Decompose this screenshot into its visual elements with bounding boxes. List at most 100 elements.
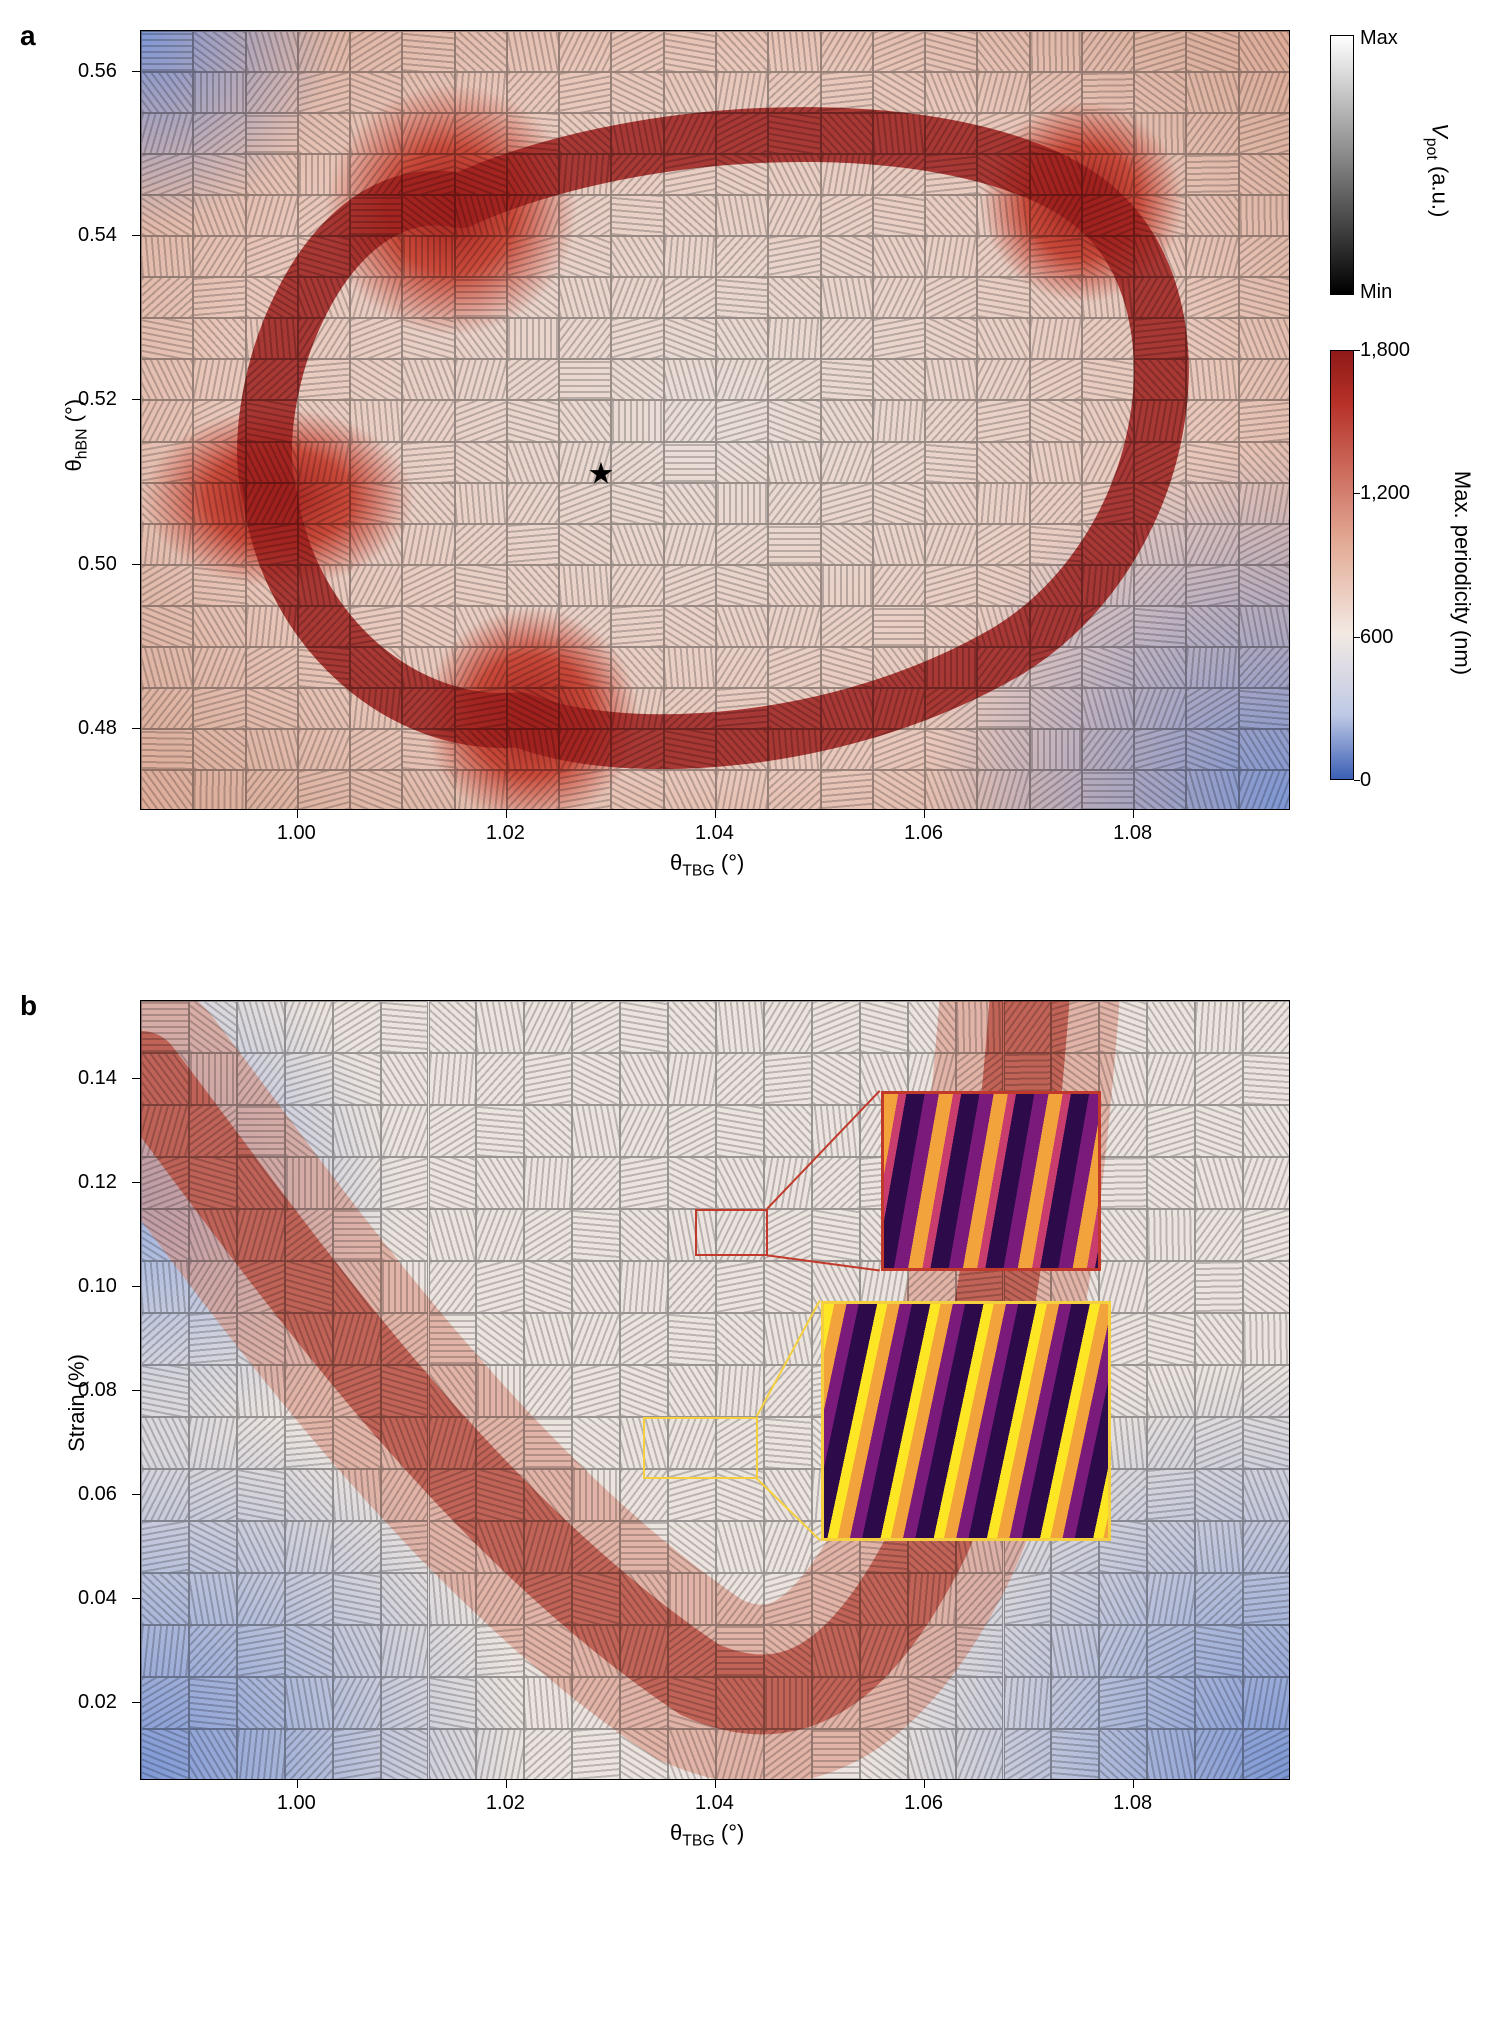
grid-cell	[381, 1677, 429, 1729]
grid-cell	[716, 236, 768, 277]
grid-cell	[1195, 1053, 1243, 1105]
grid-cell	[1099, 1053, 1147, 1105]
grid-cell	[381, 1261, 429, 1313]
grid-cell	[476, 1313, 524, 1365]
grid-cell	[716, 72, 768, 113]
grid-cell	[402, 729, 454, 770]
grid-cell	[189, 1105, 237, 1157]
grid-cell	[1134, 277, 1186, 318]
grid-cell	[507, 524, 559, 565]
grid-cell	[524, 1521, 572, 1573]
grid-cell	[977, 729, 1029, 770]
grid-cell	[925, 524, 977, 565]
grid-cell	[1195, 1469, 1243, 1521]
grid-cell	[925, 770, 977, 810]
grid-cell	[716, 1105, 764, 1157]
grid-cell	[1147, 1053, 1195, 1105]
grid-cell	[1134, 565, 1186, 606]
grid-cell	[193, 647, 245, 688]
grid-cell	[620, 1677, 668, 1729]
grid-cell	[246, 154, 298, 195]
grid-cell	[141, 31, 193, 72]
grid-cell	[524, 1729, 572, 1780]
grid-cell	[381, 1105, 429, 1157]
grid-cell	[1147, 1261, 1195, 1313]
grid-cell	[956, 1573, 1004, 1625]
grid-cell	[381, 1573, 429, 1625]
grid-cell	[925, 483, 977, 524]
grid-cell	[298, 277, 350, 318]
grid-cell	[524, 1573, 572, 1625]
grid-cell	[559, 154, 611, 195]
grid-cell	[507, 400, 559, 441]
grid-cell	[1004, 1625, 1052, 1677]
grid-cell	[668, 1053, 716, 1105]
grid-cell	[350, 483, 402, 524]
grid-cell	[1082, 524, 1134, 565]
grid-cell	[620, 1625, 668, 1677]
grid-cell	[925, 31, 977, 72]
panel-a-plot: ★	[140, 30, 1290, 810]
ytick-label: 0.56	[78, 60, 90, 83]
figure-root: a ★ θhBN (°) θTBG (°) Max Min Vpot (a.	[20, 20, 1481, 1920]
grid-cell	[402, 647, 454, 688]
inset-yellow-image	[824, 1304, 1108, 1538]
grid-cell	[764, 1365, 812, 1417]
grid-cell	[668, 1573, 716, 1625]
grid-cell	[768, 483, 820, 524]
grid-cell	[716, 1573, 764, 1625]
grid-cell	[768, 524, 820, 565]
grid-cell	[873, 729, 925, 770]
grid-cell	[246, 606, 298, 647]
grid-cell	[1239, 113, 1290, 154]
grid-cell	[507, 729, 559, 770]
grid-cell	[768, 277, 820, 318]
grid-cell	[620, 1573, 668, 1625]
grid-cell	[821, 318, 873, 359]
grid-cell	[611, 688, 663, 729]
grid-cell	[821, 31, 873, 72]
grid-cell	[860, 1729, 908, 1780]
grid-cell	[1134, 606, 1186, 647]
grid-cell	[333, 1365, 381, 1417]
grid-cell	[1147, 1625, 1195, 1677]
grid-cell	[1082, 236, 1134, 277]
grid-cell	[925, 400, 977, 441]
grid-cell	[768, 770, 820, 810]
grid-cell	[350, 318, 402, 359]
grid-cell	[821, 154, 873, 195]
grid-cell	[285, 1313, 333, 1365]
grid-cell	[1239, 195, 1290, 236]
grid-cell	[821, 359, 873, 400]
grid-cell	[350, 31, 402, 72]
grid-cell	[873, 195, 925, 236]
grid-cell	[716, 688, 768, 729]
grid-cell	[1186, 483, 1238, 524]
grid-cell	[716, 400, 768, 441]
grid-cell	[1243, 1105, 1290, 1157]
grid-cell	[141, 442, 193, 483]
panel-a: a ★ θhBN (°) θTBG (°) Max Min Vpot (a.	[20, 20, 1481, 950]
grid-cell	[620, 1365, 668, 1417]
grid-cell	[1195, 1157, 1243, 1209]
periodicity-tick: 600	[1360, 626, 1393, 649]
grid-cell	[455, 195, 507, 236]
grid-cell	[298, 31, 350, 72]
grid-cell	[821, 72, 873, 113]
grid-cell	[1030, 236, 1082, 277]
grid-cell	[821, 442, 873, 483]
grid-cell	[620, 1105, 668, 1157]
panel-b-label: b	[20, 990, 37, 1022]
grid-cell	[476, 1053, 524, 1105]
grid-cell	[716, 359, 768, 400]
grid-cell	[193, 400, 245, 441]
grid-cell	[429, 1313, 477, 1365]
grid-cell	[524, 1053, 572, 1105]
ytick-label: 0.02	[78, 1691, 90, 1714]
grid-cell	[925, 195, 977, 236]
grid-cell	[246, 647, 298, 688]
grid-cell	[572, 1625, 620, 1677]
grid-cell	[524, 1001, 572, 1053]
grid-cell	[237, 1209, 285, 1261]
grid-cell	[476, 1417, 524, 1469]
